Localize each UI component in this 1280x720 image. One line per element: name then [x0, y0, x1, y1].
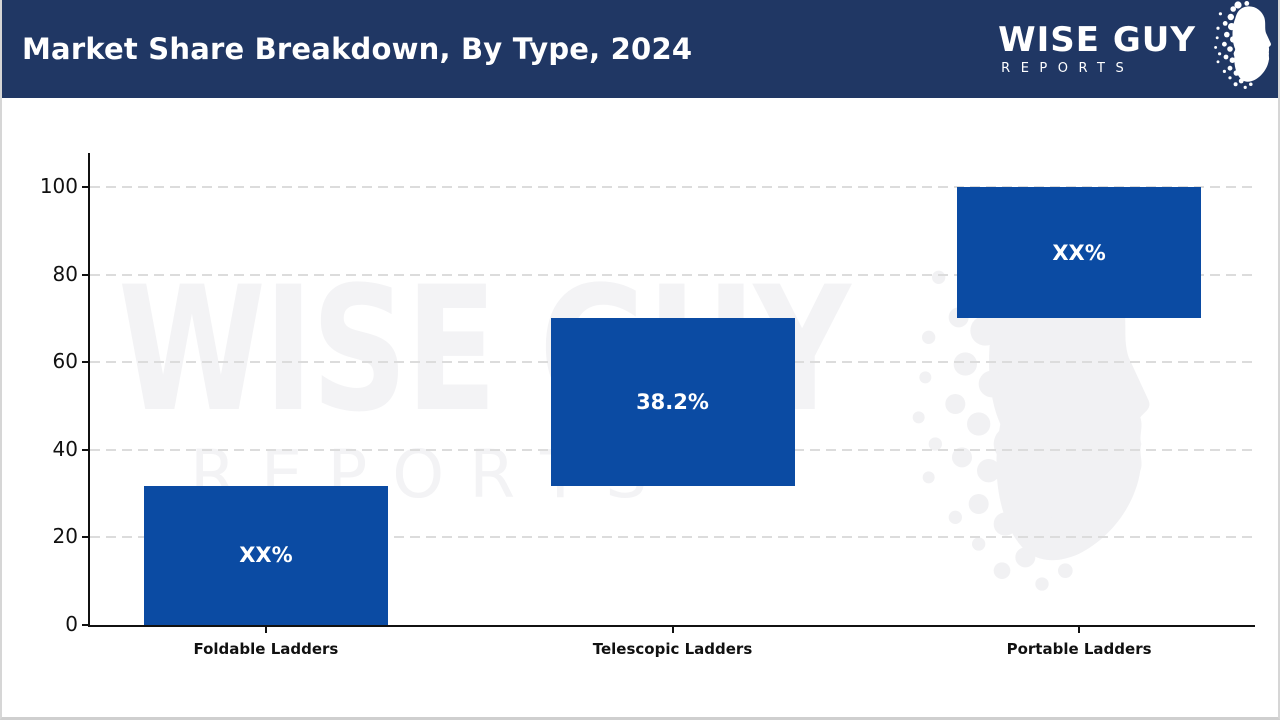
- header-bar: Market Share Breakdown, By Type, 2024 WI…: [2, 0, 1278, 98]
- bar-portable-ladders: XX%: [957, 187, 1202, 319]
- x-axis-tick-mark: [264, 627, 267, 633]
- y-axis-tick-label: 40: [52, 436, 78, 461]
- logo-reports-label: REPORTS: [1001, 61, 1135, 76]
- y-axis-tick-mark: [82, 536, 89, 539]
- y-axis-tick-label: 20: [52, 524, 78, 549]
- y-axis-tick-label: 60: [52, 349, 78, 374]
- gridline-20: [90, 536, 1255, 539]
- bar-value-label: XX%: [1052, 240, 1106, 265]
- logo-face-icon: [1214, 1, 1271, 89]
- y-axis-tick-mark: [82, 361, 89, 364]
- x-axis-category-label: Portable Ladders: [1006, 640, 1152, 658]
- y-axis-tick-label: 0: [65, 612, 78, 636]
- bar-foldable-ladders: XX%: [143, 485, 388, 625]
- x-axis-line: [88, 625, 1255, 627]
- x-axis-tick-mark: [1078, 627, 1081, 633]
- page-title: Market Share Breakdown, By Type, 2024: [22, 32, 693, 66]
- wise-guy-reports-logo: WISE GUY REPORTS: [998, 1, 1278, 97]
- y-axis-tick-label: 80: [52, 261, 78, 286]
- y-axis-tick-mark: [82, 448, 89, 451]
- bar-value-label: 38.2%: [636, 390, 709, 415]
- bar-telescopic-ladders: 38.2%: [550, 318, 795, 486]
- x-axis-category-label: Telescopic Ladders: [592, 640, 753, 658]
- y-axis-tick-mark: [82, 624, 89, 626]
- logo-text: WISE GUY REPORTS: [998, 23, 1196, 75]
- y-axis-line: [88, 153, 90, 627]
- gridline-100: [90, 186, 1255, 188]
- y-axis-tick-label: 100: [39, 174, 78, 198]
- y-axis-tick-mark: [82, 273, 89, 276]
- x-axis-category-label: Foldable Ladders: [193, 640, 339, 658]
- bar-value-label: XX%: [239, 543, 293, 568]
- gridline-80: [90, 273, 1255, 276]
- x-axis-tick-mark: [671, 627, 674, 633]
- logo-wiseguy-label: WISE GUY: [998, 20, 1196, 60]
- y-axis-tick-mark: [82, 186, 89, 188]
